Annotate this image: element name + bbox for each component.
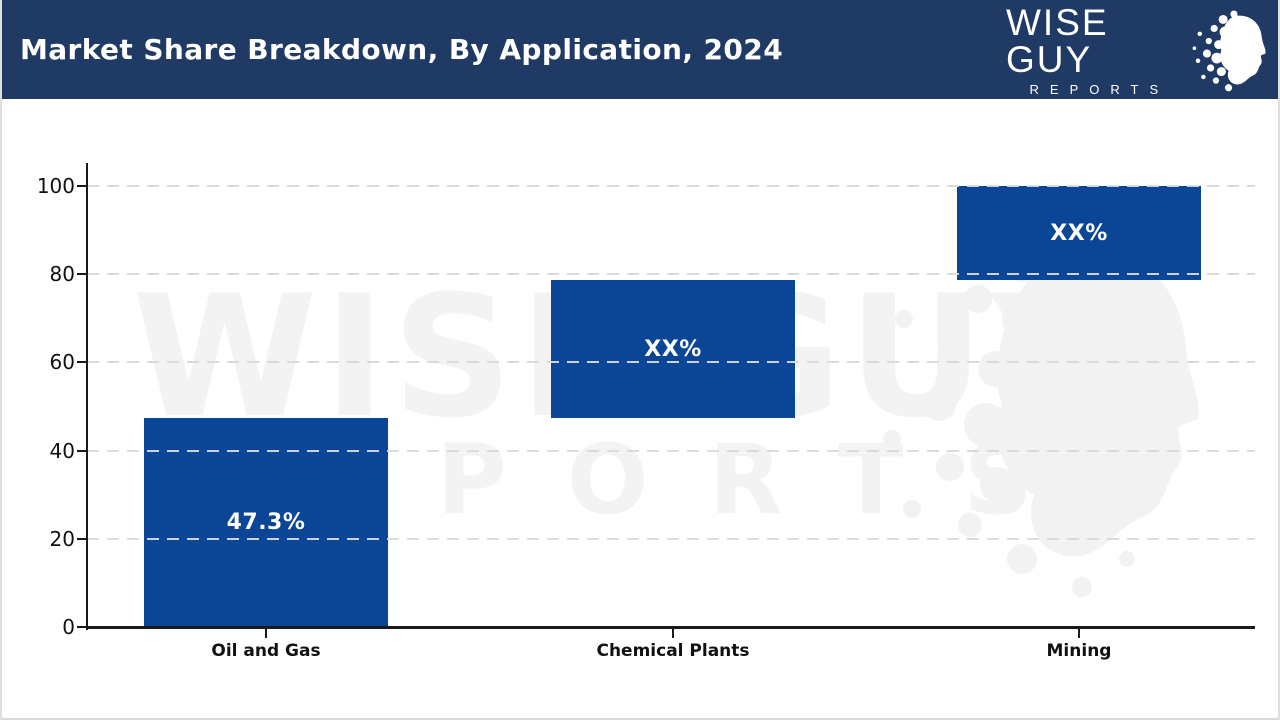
logo-subtitle: REPORTS <box>1029 81 1170 97</box>
x-category-label: Chemical Plants <box>596 641 750 661</box>
page-title: Market Share Breakdown, By Application, … <box>20 33 784 66</box>
y-tick-mark <box>77 626 86 628</box>
y-tick-mark <box>77 185 86 187</box>
y-tick-label: 100 <box>36 174 75 198</box>
wiseguy-logo: WISE GUY REPORTS <box>1006 4 1266 97</box>
y-tick-label: 20 <box>49 526 75 551</box>
x-tick-mark <box>265 629 267 638</box>
y-tick-label: 80 <box>49 262 75 287</box>
x-category-label: Mining <box>1046 641 1112 661</box>
bar-chemical-plants: XX% <box>551 280 795 419</box>
grid-line-60 <box>87 361 1255 364</box>
y-tick-mark <box>77 537 86 540</box>
x-category-label: Oil and Gas <box>211 641 321 661</box>
watermark-head-icon <box>865 226 1199 597</box>
y-tick-mark <box>77 361 86 364</box>
x-axis <box>86 626 1255 629</box>
header-bar: Market Share Breakdown, By Application, … <box>2 0 1278 99</box>
bar-value-label: 47.3% <box>226 510 306 536</box>
chart-area: WISE GUY REPORTS 47.3% XX% XX% 0 20 40 60 80 10… <box>2 99 1278 716</box>
x-tick-mark <box>672 629 674 638</box>
bar-value-label: XX% <box>1050 220 1108 246</box>
grid-line-20 <box>87 537 1255 540</box>
y-tick-label: 60 <box>49 350 75 375</box>
bar-oil-and-gas: 47.3% <box>144 418 388 627</box>
y-tick-label: 40 <box>49 438 75 463</box>
logo-wordmark: WISE GUY <box>1006 1 1109 80</box>
bar-mining: XX% <box>957 186 1201 281</box>
x-tick-mark <box>1078 629 1080 638</box>
bar-value-label: XX% <box>644 336 702 362</box>
y-axis <box>86 163 88 630</box>
logo-text: WISE GUY REPORTS <box>1006 4 1187 97</box>
grid-line-100 <box>87 185 1255 187</box>
y-tick-label: 0 <box>62 615 75 639</box>
y-tick-mark <box>77 449 86 452</box>
y-tick-mark <box>77 273 86 276</box>
grid-line-40 <box>87 449 1255 452</box>
grid-line-80 <box>87 273 1255 276</box>
logo-face-icon <box>1192 10 1266 92</box>
